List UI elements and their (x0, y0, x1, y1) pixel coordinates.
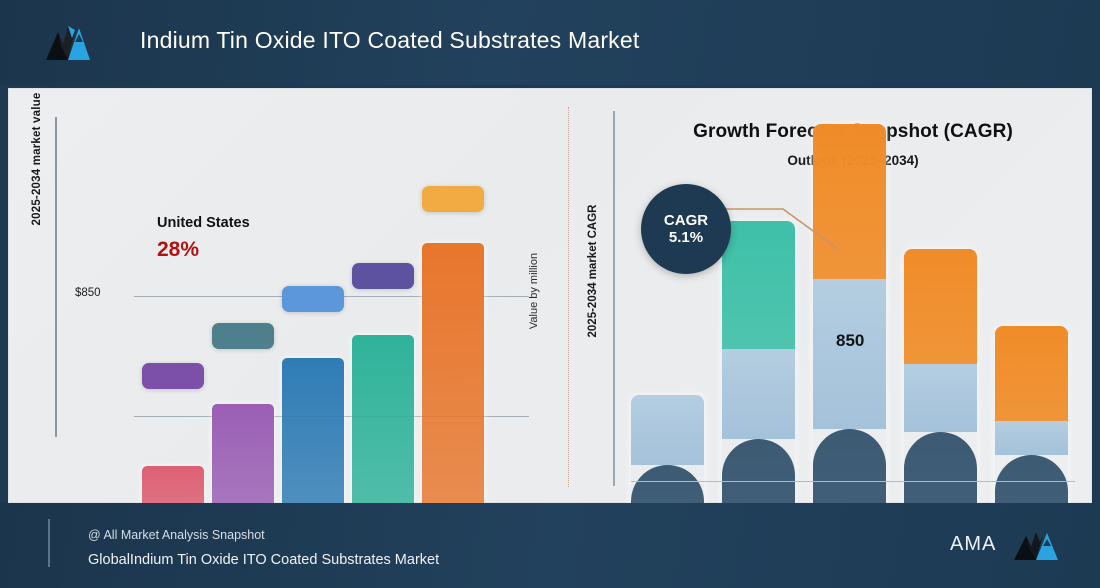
panel-divider (568, 107, 569, 487)
region-label: United States (157, 215, 250, 231)
callout-connector-line (723, 208, 839, 250)
right-bar-slot: 2029 (904, 187, 977, 541)
callout-value-850: 850 (836, 331, 865, 350)
left-bars-group: 2033.....202620252024 (134, 186, 534, 546)
left-bar-cap (352, 262, 414, 289)
left-market-value-chart: 2025-2034 market value $850 $520 United … (9, 89, 557, 546)
left-bar-cap (142, 362, 204, 389)
right-bar-segment-top (813, 124, 886, 279)
left-bar (282, 358, 344, 527)
right-bar-segment-mid (813, 279, 886, 429)
right-bar-slot: 2033 (813, 124, 886, 541)
value-by-million-label: Value by million (528, 252, 540, 330)
right-x-axis-line (631, 481, 1075, 482)
left-bar-slot: 2024 (422, 186, 484, 546)
left-bar-slot: 2026 (282, 189, 344, 546)
left-bar (422, 242, 484, 527)
ama-mountain-logo-icon (1012, 530, 1060, 562)
page-title: Indium Tin Oxide ITO Coated Substrates M… (140, 27, 640, 53)
footer-line-2: GlobalIndium Tin Oxide ITO Coated Substr… (88, 552, 440, 568)
left-bar-cap (422, 186, 484, 213)
cagr-badge-label: CAGR (663, 211, 709, 229)
left-bar-slot: 2025 (352, 189, 414, 546)
right-bar-slot: 2027 (995, 187, 1068, 541)
right-y-axis-line (613, 111, 615, 486)
left-bar-slot: 2033 (142, 189, 204, 546)
footer-accent-bar (48, 519, 50, 567)
charts-panel: 2025-2034 market value $850 $520 United … (8, 88, 1093, 546)
left-y-axis-line (55, 117, 57, 437)
region-percent: 28% (157, 238, 200, 261)
right-bar-segment-mid (722, 349, 795, 439)
right-stacked-bar (904, 249, 977, 527)
left-bar-cap (212, 322, 274, 349)
left-y-axis-title: 2025-2034 market value (31, 92, 43, 226)
right-bar-segment-mid (631, 395, 704, 465)
cagr-badge: CAGR 5.1% (641, 184, 731, 274)
page-footer: @ All Market Analysis Snapshot GlobalInd… (0, 503, 1100, 588)
page-header: Indium Tin Oxide ITO Coated Substrates M… (0, 0, 1100, 85)
right-bar-segment-top (904, 249, 977, 364)
cagr-badge-value: 5.1% (668, 229, 704, 246)
left-y-tick-high: $850 (75, 287, 101, 299)
left-bar-cap (282, 285, 344, 312)
right-cagr-chart: Growth Forecast Snapshot (CAGR) Outlook … (613, 89, 1093, 541)
right-bar-segment-top (995, 326, 1068, 421)
footer-brand-text: AMA (950, 533, 997, 555)
left-bar-slot: ..... (212, 189, 274, 546)
left-bar (352, 334, 414, 527)
ama-mountain-logo-icon (44, 22, 92, 62)
right-stacked-bar (995, 326, 1068, 527)
right-bar-segment-mid (904, 364, 977, 432)
right-y-axis-title: 2025-2034 market CAGR (587, 204, 599, 338)
right-bar-segment-mid (995, 421, 1068, 455)
right-stacked-bar (813, 124, 886, 527)
right-bar-segment-top (722, 221, 795, 349)
footer-line-1: @ All Market Analysis Snapshot (88, 528, 265, 542)
